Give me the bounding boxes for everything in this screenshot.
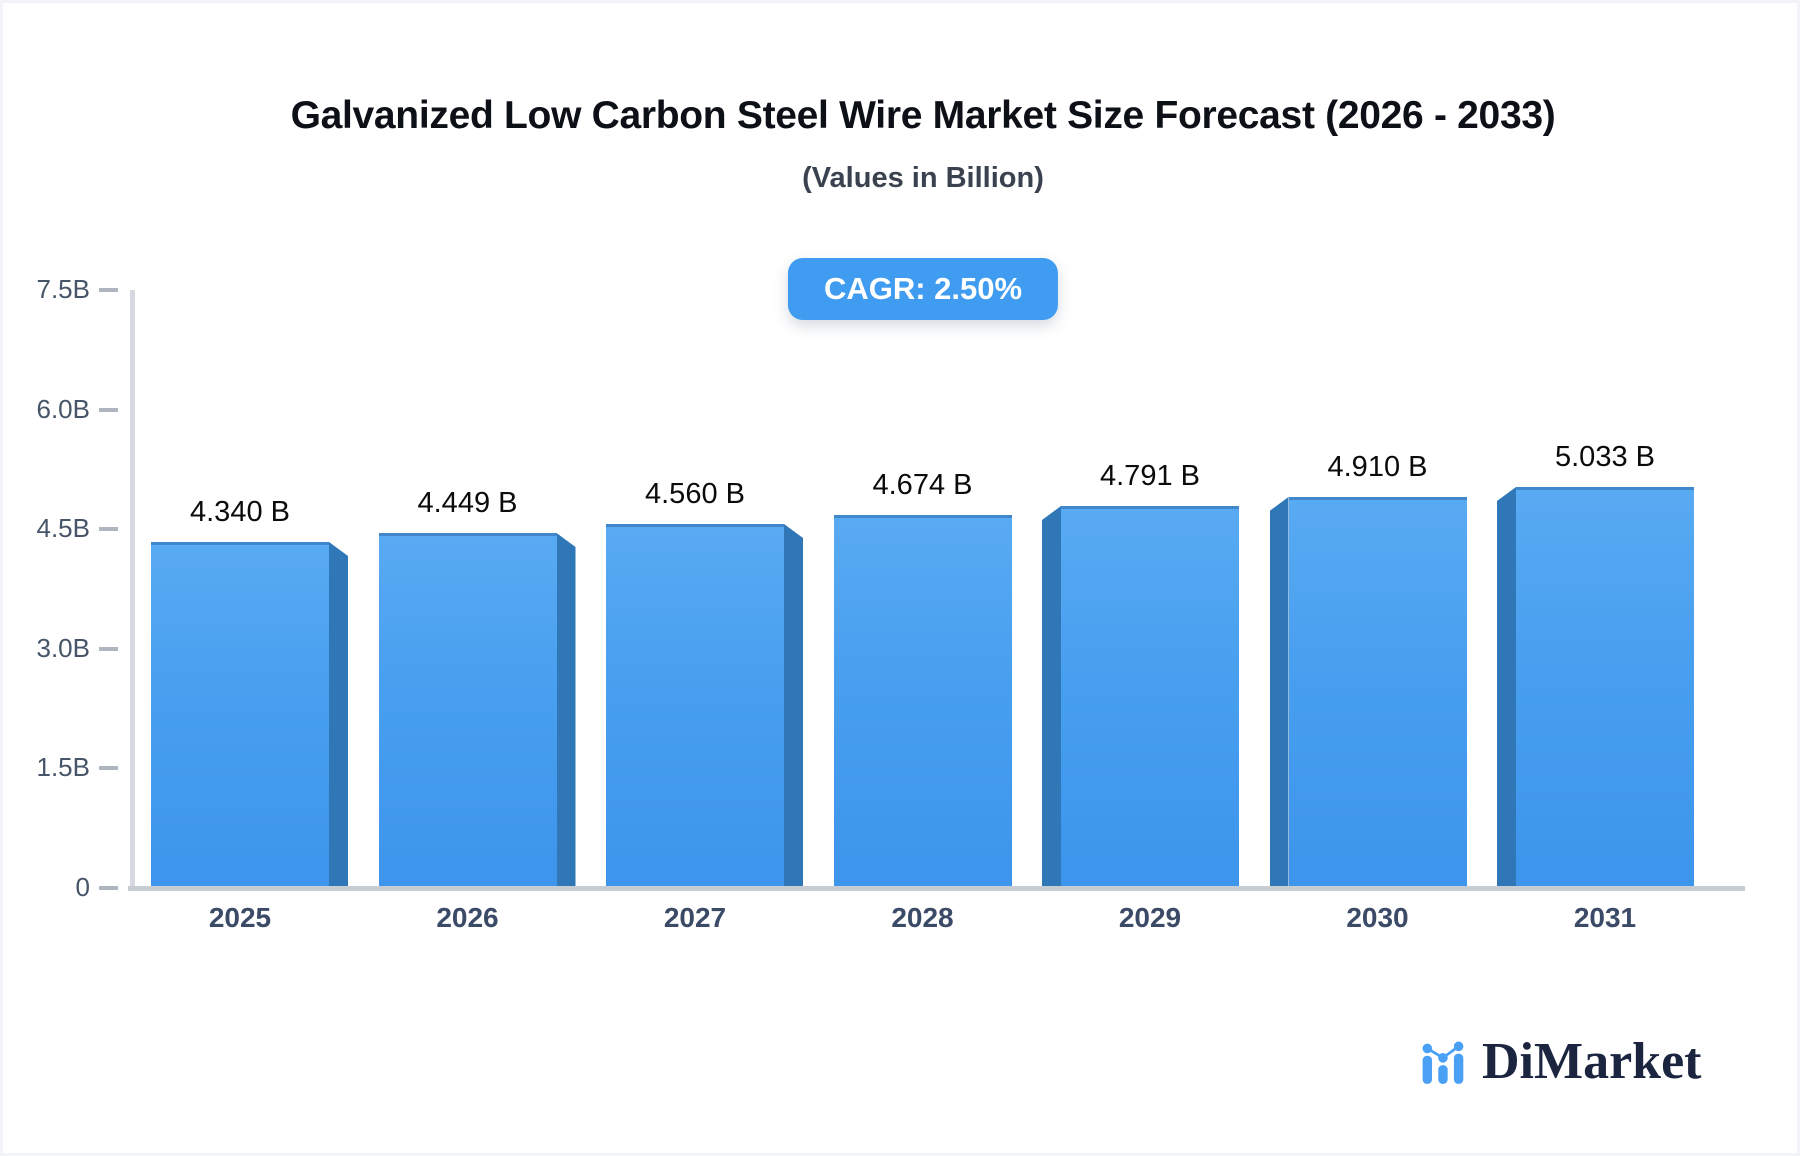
bar[interactable] [1516,487,1694,886]
bar[interactable] [833,515,1012,886]
y-axis-tick [99,766,118,770]
y-axis-tick-label: 1.5B [36,752,91,782]
y-axis-tick-label: 4.5B [36,513,91,543]
x-axis-label: 2026 [436,902,499,933]
bar-value-label: 4.910 B [1327,451,1428,483]
bar[interactable] [1288,497,1467,886]
bar[interactable] [606,524,784,886]
x-axis-label: 2029 [1118,902,1182,933]
bar-value-label: 4.340 B [190,496,290,528]
y-axis-tick-label: 6.0B [36,394,91,424]
plot-area: 7.5B 6.0B 4.5B 3.0B 1.5B 0 4.340 B 2025 4.449 B 2… [37,274,1747,933]
bar-value-label: 4.674 B [872,469,973,501]
y-axis-tick [99,408,118,412]
y-axis-tick-label: 7.5B [36,274,91,304]
x-axis-label: 2027 [663,902,727,933]
y-axis-line [130,290,135,888]
brand-watermark: DiMarket [1420,1036,1701,1088]
x-axis-label: 2030 [1346,902,1409,933]
bar-value-label: 5.033 B [1555,441,1655,473]
x-axis-label: 2031 [1573,902,1637,933]
x-axis-label: 2028 [891,902,954,933]
bar-line-chart-icon [1422,1041,1464,1084]
bar[interactable] [378,533,557,886]
bar-side-face [1269,497,1289,886]
bar-side-face [1497,487,1516,886]
bar-value-label: 4.791 B [1100,460,1200,492]
x-axis-baseline [128,886,1745,891]
y-axis-tick-label: 3.0B [36,633,91,663]
bar-value-label: 4.560 B [645,478,745,510]
chart-title: Galvanized Low Carbon Steel Wire Market … [290,94,1556,137]
y-axis-tick [99,527,118,531]
x-axis-label: 2025 [208,902,272,933]
y-axis-tick [99,647,118,651]
bar-side-face [1042,506,1061,886]
y-axis-tick-label: 0 [75,872,90,902]
y-axis-tick [99,886,118,890]
brand-name: DiMarket [1482,1033,1702,1090]
chart-subtitle: (Values in Billion) [802,162,1044,194]
bar[interactable] [151,542,329,886]
bar-side-face [556,533,576,886]
bar[interactable] [1061,506,1239,886]
bar-value-label: 4.449 B [417,487,518,519]
y-axis-tick [99,288,118,292]
cagr-badge: CAGR: 2.50% [787,258,1059,320]
bar-side-face [784,524,803,886]
bar-side-face [329,542,348,886]
